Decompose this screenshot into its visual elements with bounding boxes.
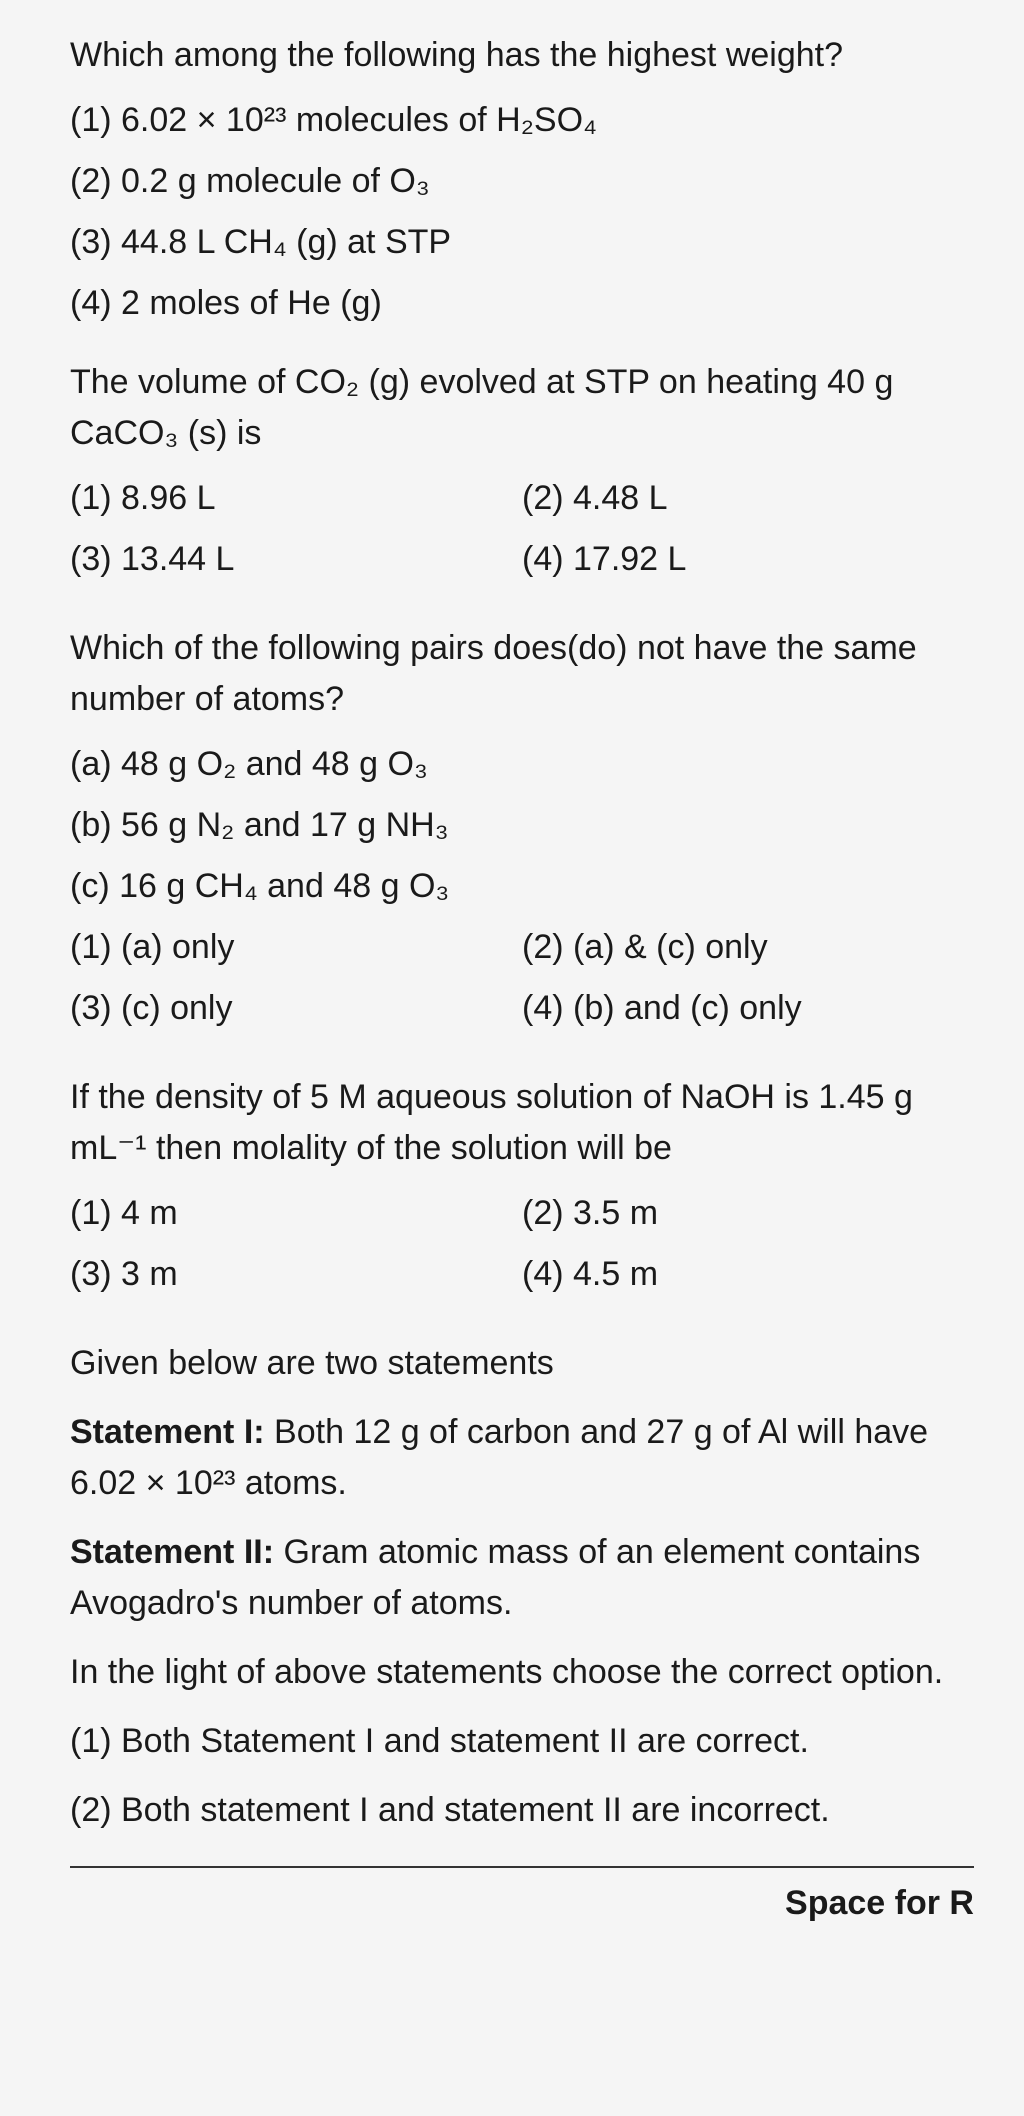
q2-opt-3: (3) 13.44 L — [70, 534, 522, 585]
question-5: Given below are two statements Statement… — [70, 1338, 974, 1836]
q3-opt-1: (1) (a) only — [70, 922, 522, 973]
q5-opt-2: (2) Both statement I and statement II ar… — [70, 1785, 974, 1836]
q4-opt-1: (1) 4 m — [70, 1188, 522, 1239]
q5-opt-1: (1) Both Statement I and statement II ar… — [70, 1716, 974, 1767]
q5-intro: Given below are two statements — [70, 1338, 974, 1389]
question-1: Which among the following has the highes… — [70, 30, 974, 329]
q3-sub-a: (a) 48 g O₂ and 48 g O₃ — [70, 739, 974, 790]
q5-statement-2: Statement II: Gram atomic mass of an ele… — [70, 1527, 974, 1629]
footer-text: Space for R — [70, 1878, 974, 1929]
q1-opt-4: (4) 2 moles of He (g) — [70, 278, 974, 329]
q3-sub-c: (c) 16 g CH₄ and 48 g O₃ — [70, 861, 974, 912]
q3-sub-b: (b) 56 g N₂ and 17 g NH₃ — [70, 800, 974, 851]
q4-opt-4: (4) 4.5 m — [522, 1249, 974, 1300]
question-2: The volume of CO₂ (g) evolved at STP on … — [70, 357, 974, 595]
q5-s2-label: Statement II: — [70, 1533, 274, 1571]
q2-opt-2: (2) 4.48 L — [522, 473, 974, 524]
q1-opt-1: (1) 6.02 × 10²³ molecules of H₂SO₄ — [70, 95, 974, 146]
divider — [70, 1866, 974, 1868]
q5-instruction: In the light of above statements choose … — [70, 1647, 974, 1698]
q4-text: If the density of 5 M aqueous solution o… — [70, 1072, 974, 1174]
q5-s1-label: Statement I: — [70, 1413, 265, 1451]
question-4: If the density of 5 M aqueous solution o… — [70, 1072, 974, 1310]
q5-statement-1: Statement I: Both 12 g of carbon and 27 … — [70, 1407, 974, 1509]
q2-opt-1: (1) 8.96 L — [70, 473, 522, 524]
q2-text: The volume of CO₂ (g) evolved at STP on … — [70, 357, 974, 459]
q3-opt-2: (2) (a) & (c) only — [522, 922, 974, 973]
question-3: Which of the following pairs does(do) no… — [70, 623, 974, 1044]
q3-opt-4: (4) (b) and (c) only — [522, 983, 974, 1034]
q1-opt-2: (2) 0.2 g molecule of O₃ — [70, 156, 974, 207]
q3-text: Which of the following pairs does(do) no… — [70, 623, 974, 725]
q2-opt-4: (4) 17.92 L — [522, 534, 974, 585]
q4-opt-3: (3) 3 m — [70, 1249, 522, 1300]
q1-opt-3: (3) 44.8 L CH₄ (g) at STP — [70, 217, 974, 268]
q4-opt-2: (2) 3.5 m — [522, 1188, 974, 1239]
q1-text: Which among the following has the highes… — [70, 30, 974, 81]
q3-opt-3: (3) (c) only — [70, 983, 522, 1034]
